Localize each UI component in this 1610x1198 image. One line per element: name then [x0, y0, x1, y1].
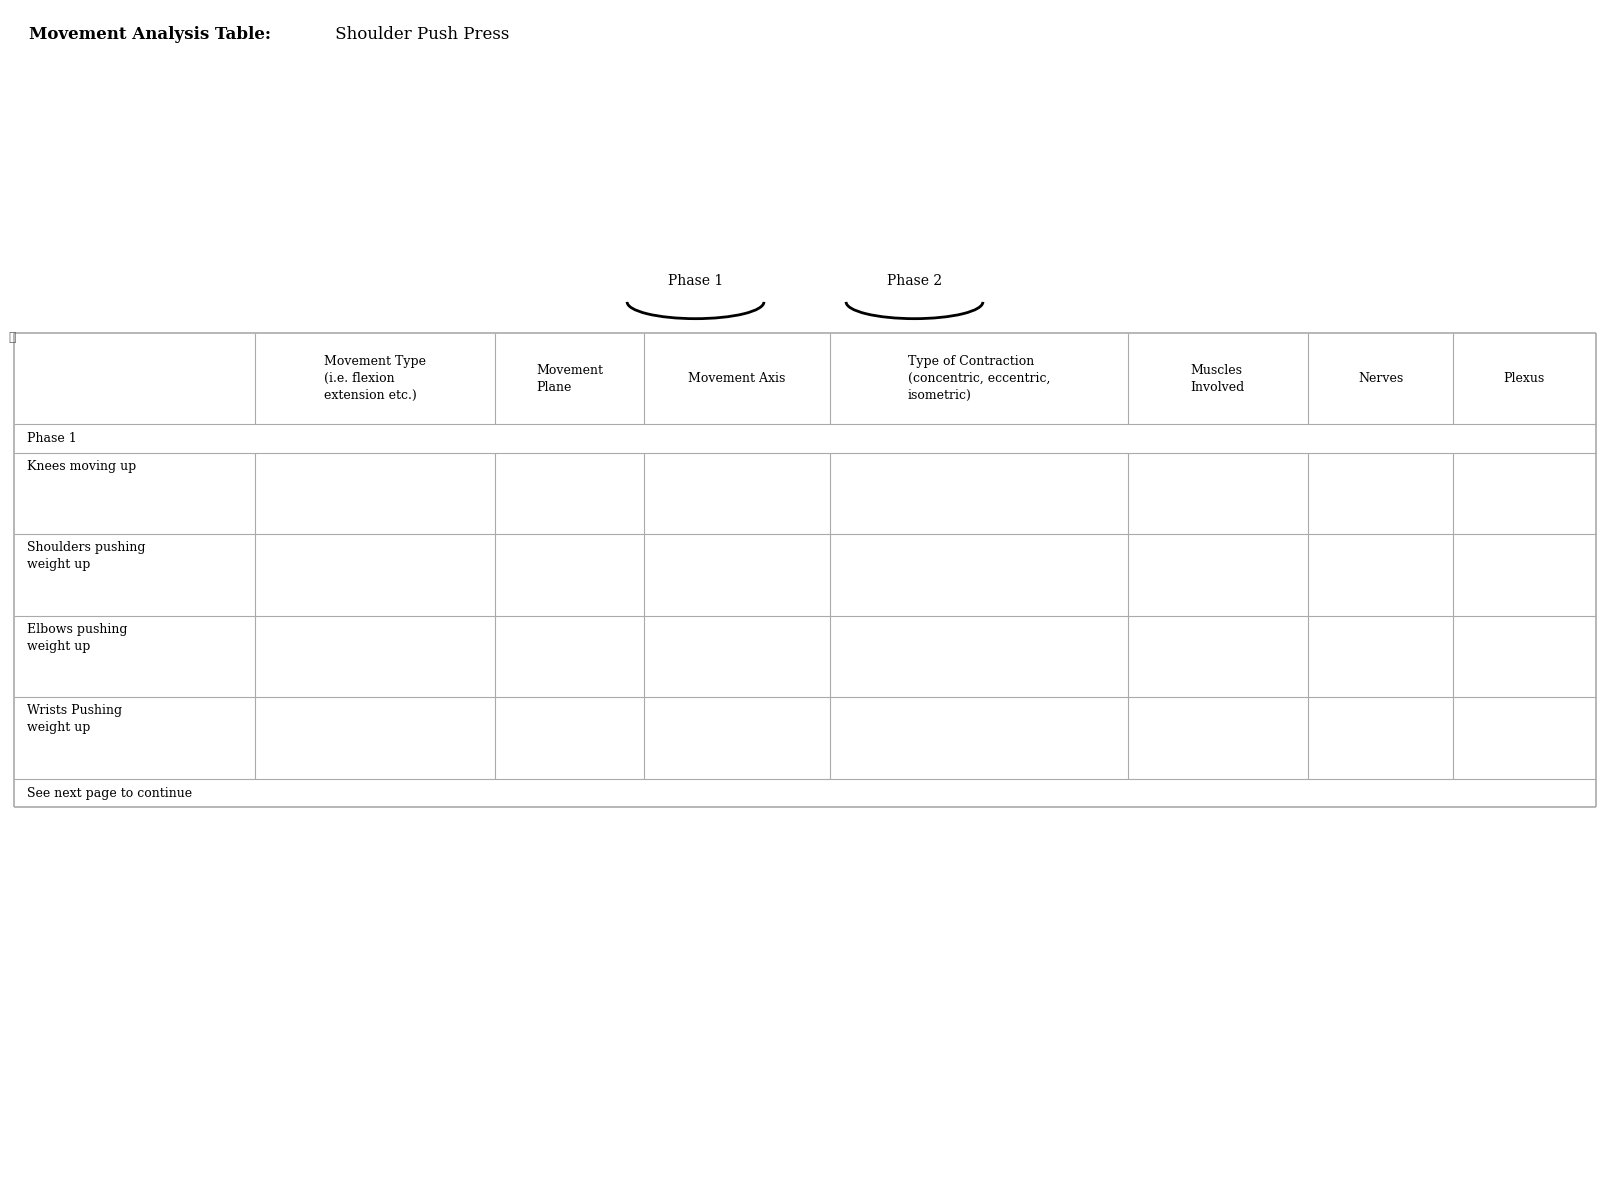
- Text: Knees moving up: Knees moving up: [27, 460, 137, 473]
- Text: Movement Axis: Movement Axis: [689, 373, 786, 385]
- Text: Phase 1: Phase 1: [668, 273, 723, 288]
- Text: Phase 1: Phase 1: [27, 432, 77, 444]
- Text: Phase 2: Phase 2: [887, 273, 942, 288]
- Text: Elbows pushing
weight up: Elbows pushing weight up: [27, 623, 127, 653]
- Text: Shoulder Push Press: Shoulder Push Press: [330, 26, 509, 43]
- Text: Nerves: Nerves: [1357, 373, 1404, 385]
- Text: Muscles
Involved: Muscles Involved: [1190, 363, 1245, 394]
- Bar: [14, 333, 1596, 807]
- Text: Plexus: Plexus: [1504, 373, 1546, 385]
- Text: ⌖: ⌖: [8, 331, 16, 344]
- Text: Movement Type
(i.e. flexion
extension etc.): Movement Type (i.e. flexion extension et…: [324, 355, 427, 403]
- Text: Type of Contraction
(concentric, eccentric,
isometric): Type of Contraction (concentric, eccentr…: [908, 355, 1050, 403]
- Text: Movement
Plane: Movement Plane: [536, 363, 602, 394]
- Text: Movement Analysis Table:: Movement Analysis Table:: [29, 26, 270, 43]
- Text: Wrists Pushing
weight up: Wrists Pushing weight up: [27, 704, 122, 734]
- Text: Shoulders pushing
weight up: Shoulders pushing weight up: [27, 541, 147, 571]
- Text: See next page to continue: See next page to continue: [27, 787, 193, 799]
